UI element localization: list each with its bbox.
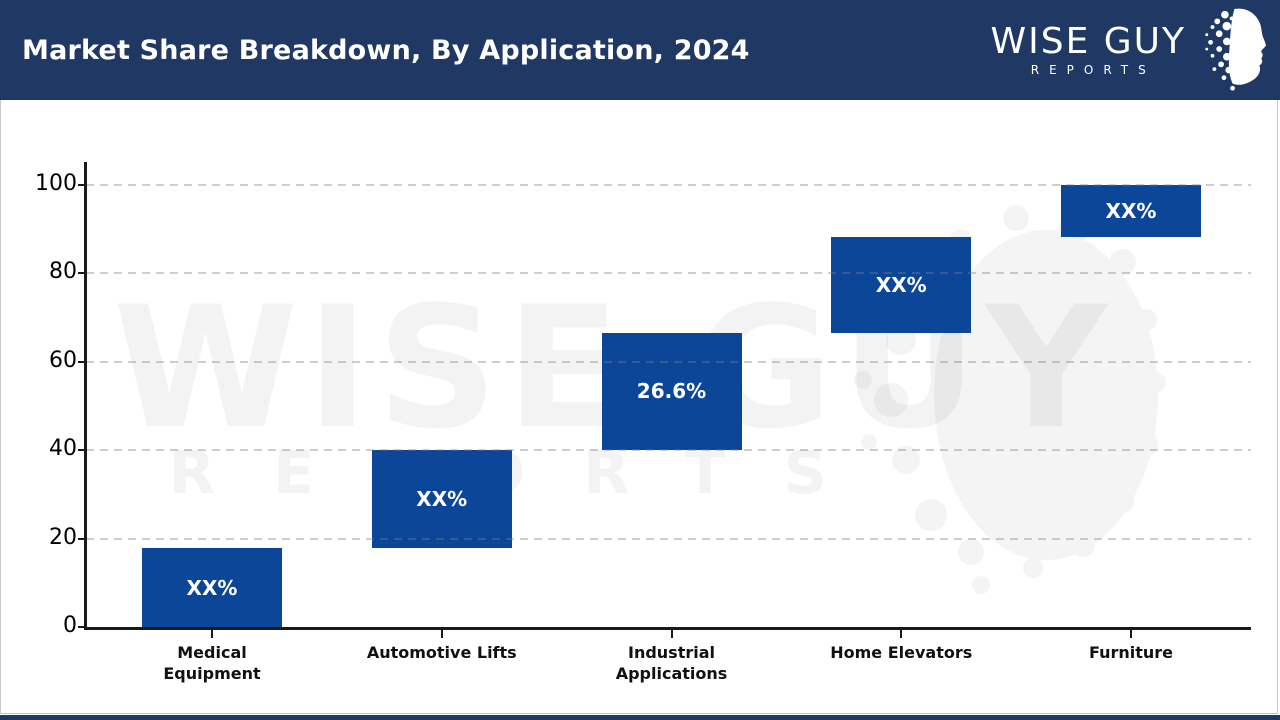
y-axis-tick [78,360,86,363]
y-axis-tick-label: 80 [49,259,77,285]
dotted-face-logo-icon [1205,8,1266,91]
header: Market Share Breakdown, By Application, … [0,0,1280,100]
y-axis-tick-label: 0 [63,613,77,638]
x-axis-tick [1130,630,1132,638]
y-gridline [86,449,1251,452]
page-title: Market Share Breakdown, By Application, … [22,34,750,66]
y-axis-tick-label: 100 [35,171,77,196]
y-axis-tick [78,537,86,540]
chart-card: WISE GUY REPORTS XX%XX%26.6%XX%XX%020406… [0,100,1278,714]
y-axis-tick [78,272,86,275]
logo-text: WISE GUY REPORTS [990,21,1187,77]
bar-value-label: XX% [875,272,927,297]
y-gridline [86,360,1251,363]
x-axis-category-label: Industrial Applications [615,643,728,683]
footer-bar [0,715,1280,720]
y-axis-tick-label: 60 [49,347,77,373]
plot-area: XX% XX% 26.6% XX% XX% 0 20 40 60 80 100 Medical Equ… [1,100,1277,713]
y-axis-tick [78,449,86,452]
bar-segment: XX% [371,450,512,549]
bar-value-label: XX% [186,575,238,600]
x-axis-tick [440,630,443,638]
x-axis-category-label: Automotive Lifts [366,643,517,662]
y-axis-line [84,162,87,630]
x-axis-category-label: Furniture [1088,643,1174,662]
x-axis-category-label: Home Elevators [830,643,973,662]
bar-segment: XX% [142,548,282,627]
x-axis-line [84,627,1251,630]
bar-segment: XX% [831,237,972,333]
x-axis-tick [900,630,903,638]
y-axis-tick [78,626,86,628]
x-axis-tick [670,630,673,638]
logo-brand-sub: REPORTS [1030,63,1156,77]
wise-guy-reports-logo: WISE GUY REPORTS [990,5,1266,95]
y-gridline [86,537,1251,540]
logo-brand-name: WISE GUY [990,21,1186,62]
bar-segment: XX% [1061,185,1201,238]
bar-segment: 26.6% [601,332,742,451]
bar-value-label: XX% [416,487,468,512]
x-axis-category-label: Medical Equipment [163,643,261,683]
y-axis-tick-label: 40 [49,436,77,462]
bar-value-label: XX% [1105,199,1157,224]
y-gridline [86,184,1251,186]
y-gridline [86,272,1251,275]
bar-value-label: 26.6% [636,379,707,404]
y-axis-tick-label: 20 [49,524,77,550]
x-axis-tick [211,630,213,638]
y-axis-tick [78,184,86,186]
